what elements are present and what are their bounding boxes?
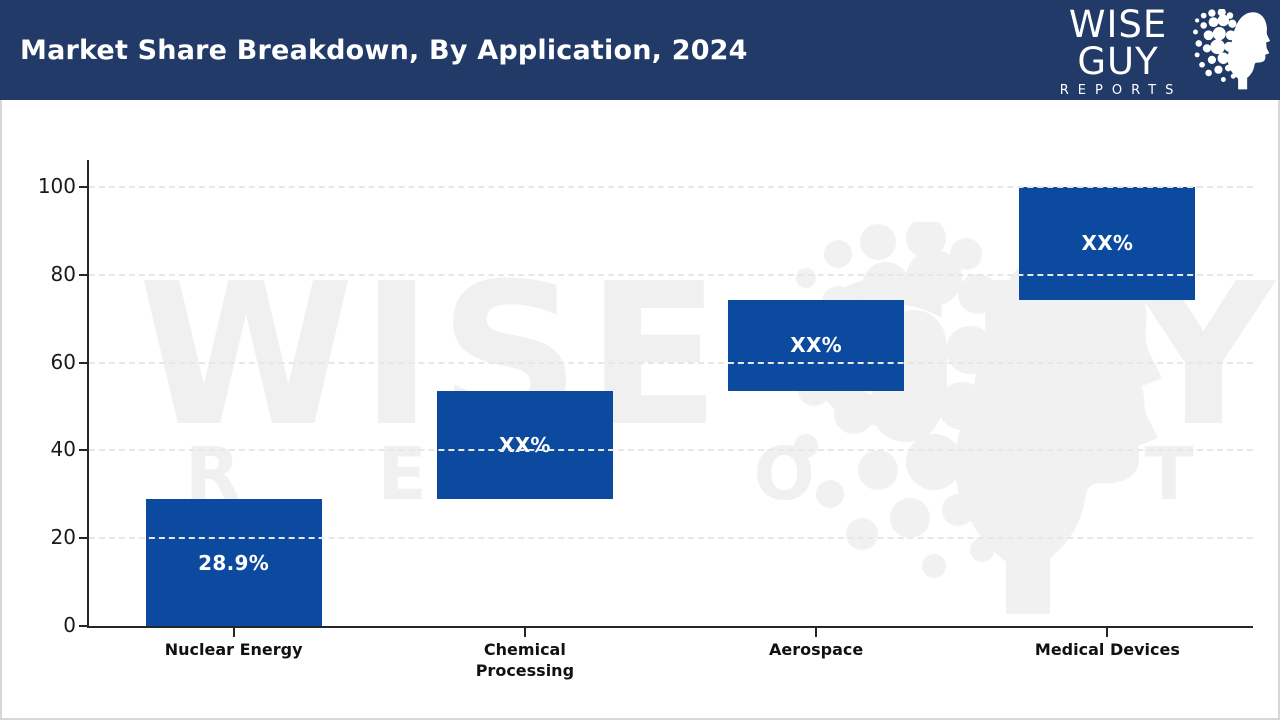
x-category-label: Medical Devices bbox=[1034, 640, 1180, 659]
y-gridline bbox=[89, 537, 1253, 540]
y-tick-label: 0 bbox=[63, 613, 76, 637]
x-axis-spine bbox=[87, 626, 1253, 628]
bar-segment: 28.9% bbox=[145, 499, 322, 626]
x-category-label: Aerospace bbox=[769, 640, 864, 659]
x-tick bbox=[1106, 628, 1109, 637]
bar-value-label: XX% bbox=[1081, 231, 1134, 256]
bar-value-label: 28.9% bbox=[198, 550, 270, 575]
y-gridline bbox=[89, 361, 1253, 364]
y-tick-label: 80 bbox=[50, 261, 76, 286]
x-tick bbox=[523, 628, 526, 637]
y-tick bbox=[79, 186, 88, 188]
y-axis-spine bbox=[87, 160, 89, 628]
x-tick bbox=[232, 628, 235, 637]
chart-header-bar: Market Share Breakdown, By Application, … bbox=[0, 0, 1280, 100]
bar-value-label: XX% bbox=[498, 433, 551, 458]
logo-reports-label: REPORTS bbox=[1059, 83, 1183, 98]
y-tick bbox=[79, 625, 88, 627]
y-tick-label: 100 bbox=[37, 174, 76, 198]
logo-dotface-icon bbox=[1188, 9, 1272, 91]
bar-segment: XX% bbox=[436, 391, 613, 500]
bar-value-label: XX% bbox=[790, 333, 843, 358]
x-category-label: Nuclear Energy bbox=[164, 640, 303, 659]
y-tick-label: 60 bbox=[50, 349, 76, 374]
y-gridline bbox=[89, 449, 1253, 452]
y-tick-label: 40 bbox=[50, 437, 76, 462]
y-tick bbox=[79, 537, 88, 540]
bar-segment: XX% bbox=[728, 299, 905, 392]
y-gridline bbox=[89, 186, 1253, 188]
page-title: Market Share Breakdown, By Application, … bbox=[20, 34, 748, 66]
x-category-label: Chemical Processing bbox=[475, 640, 575, 680]
logo-text: WISE GUY REPORTS bbox=[1022, 6, 1214, 98]
logo-wiseguy-label: WISE GUY bbox=[1068, 3, 1168, 83]
y-tick-label: 20 bbox=[50, 525, 76, 550]
y-tick bbox=[79, 449, 88, 452]
wiseguy-logo: WISE GUY REPORTS bbox=[1022, 6, 1272, 98]
y-gridline bbox=[89, 273, 1253, 276]
y-tick bbox=[79, 273, 88, 276]
bar-segment: XX% bbox=[1019, 187, 1196, 300]
x-tick bbox=[815, 628, 818, 637]
y-tick bbox=[79, 361, 88, 364]
